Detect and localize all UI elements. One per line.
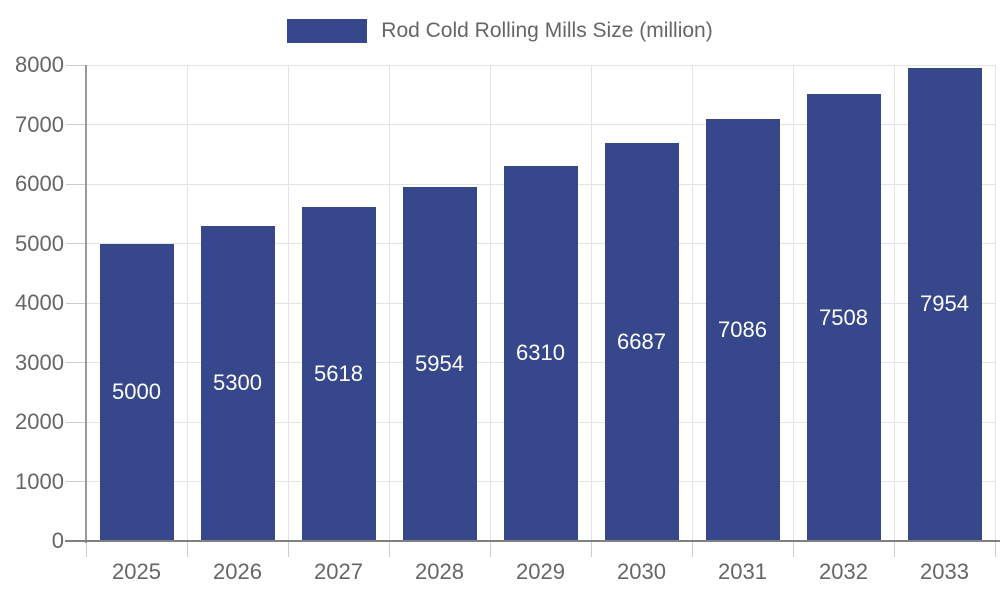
y-tick-label: 4000 [15, 290, 64, 315]
x-tick-label: 2027 [314, 559, 363, 584]
y-tick-mark [66, 302, 86, 304]
grid-line-vertical [691, 65, 693, 541]
bar: 6310 [503, 165, 578, 541]
grid-line-vertical [388, 65, 390, 541]
bar: 5000 [99, 243, 174, 541]
y-tick-label: 7000 [15, 111, 64, 137]
grid-line-horizontal [86, 124, 995, 125]
y-tick-mark [66, 124, 86, 125]
x-tick-label: 2032 [819, 559, 868, 584]
bar-value-label: 6310 [516, 340, 565, 366]
y-tick-mark [66, 183, 86, 185]
bar: 7086 [705, 119, 780, 541]
y-tick-mark [66, 362, 86, 363]
y-tick-label: 5000 [15, 230, 64, 256]
grid-line-vertical [186, 65, 188, 541]
legend-label: Rod Cold Rolling Mills Size (million) [381, 19, 713, 42]
grid-line-vertical [893, 65, 895, 541]
x-tick-mark [590, 541, 592, 557]
x-tick-mark [388, 541, 390, 557]
y-tick-label: 3000 [15, 349, 64, 375]
grid-line-vertical [792, 65, 794, 541]
grid-line-vertical [287, 65, 289, 541]
x-tick-label: 2025 [112, 559, 161, 584]
legend[interactable]: Rod Cold Rolling Mills Size (million) [0, 16, 1000, 46]
bar: 7954 [907, 67, 982, 541]
grid-line-vertical [994, 65, 996, 541]
grid-line-vertical [489, 65, 491, 541]
y-tick-label: 2000 [15, 409, 64, 434]
bar-value-label: 6687 [617, 329, 666, 355]
y-tick-mark [66, 481, 86, 482]
y-tick-label: 8000 [15, 52, 64, 77]
x-tick-label: 2031 [718, 559, 767, 584]
x-tick-label: 2029 [516, 559, 565, 584]
y-tick-label: 1000 [15, 468, 64, 494]
x-tick-mark [893, 541, 895, 557]
y-axis-line [85, 65, 87, 543]
legend-swatch [287, 19, 368, 43]
x-tick-mark [186, 541, 188, 557]
bar: 5300 [200, 225, 275, 541]
bar-value-label: 7954 [920, 291, 969, 317]
bar: 6687 [604, 143, 679, 541]
x-tick-label: 2028 [415, 559, 464, 584]
y-tick-mark [66, 421, 86, 423]
bar-value-label: 7508 [819, 304, 868, 330]
bar: 7508 [806, 94, 881, 541]
grid-line-vertical [590, 65, 592, 541]
y-tick-mark [66, 64, 86, 66]
x-tick-label: 2026 [213, 559, 262, 584]
x-tick-mark [994, 541, 996, 557]
bar-value-label: 7086 [718, 317, 767, 343]
x-tick-mark [691, 541, 693, 557]
bar-value-label: 5000 [112, 379, 161, 405]
x-tick-mark [287, 541, 289, 557]
x-tick-mark [489, 541, 491, 557]
bar: 5954 [402, 186, 477, 541]
x-tick-mark [85, 541, 87, 557]
bar: 5618 [301, 206, 376, 541]
y-tick-mark [66, 243, 86, 244]
bar-value-label: 5300 [213, 370, 262, 396]
x-tick-label: 2033 [920, 559, 969, 584]
x-axis-line [65, 540, 1000, 542]
x-tick-label: 2030 [617, 559, 666, 584]
y-tick-label: 0 [51, 528, 64, 553]
y-tick-label: 6000 [15, 171, 64, 196]
bar-value-label: 5618 [314, 360, 363, 386]
bar-value-label: 5954 [415, 350, 464, 376]
grid-line-horizontal [86, 64, 995, 66]
x-tick-mark [792, 541, 794, 557]
